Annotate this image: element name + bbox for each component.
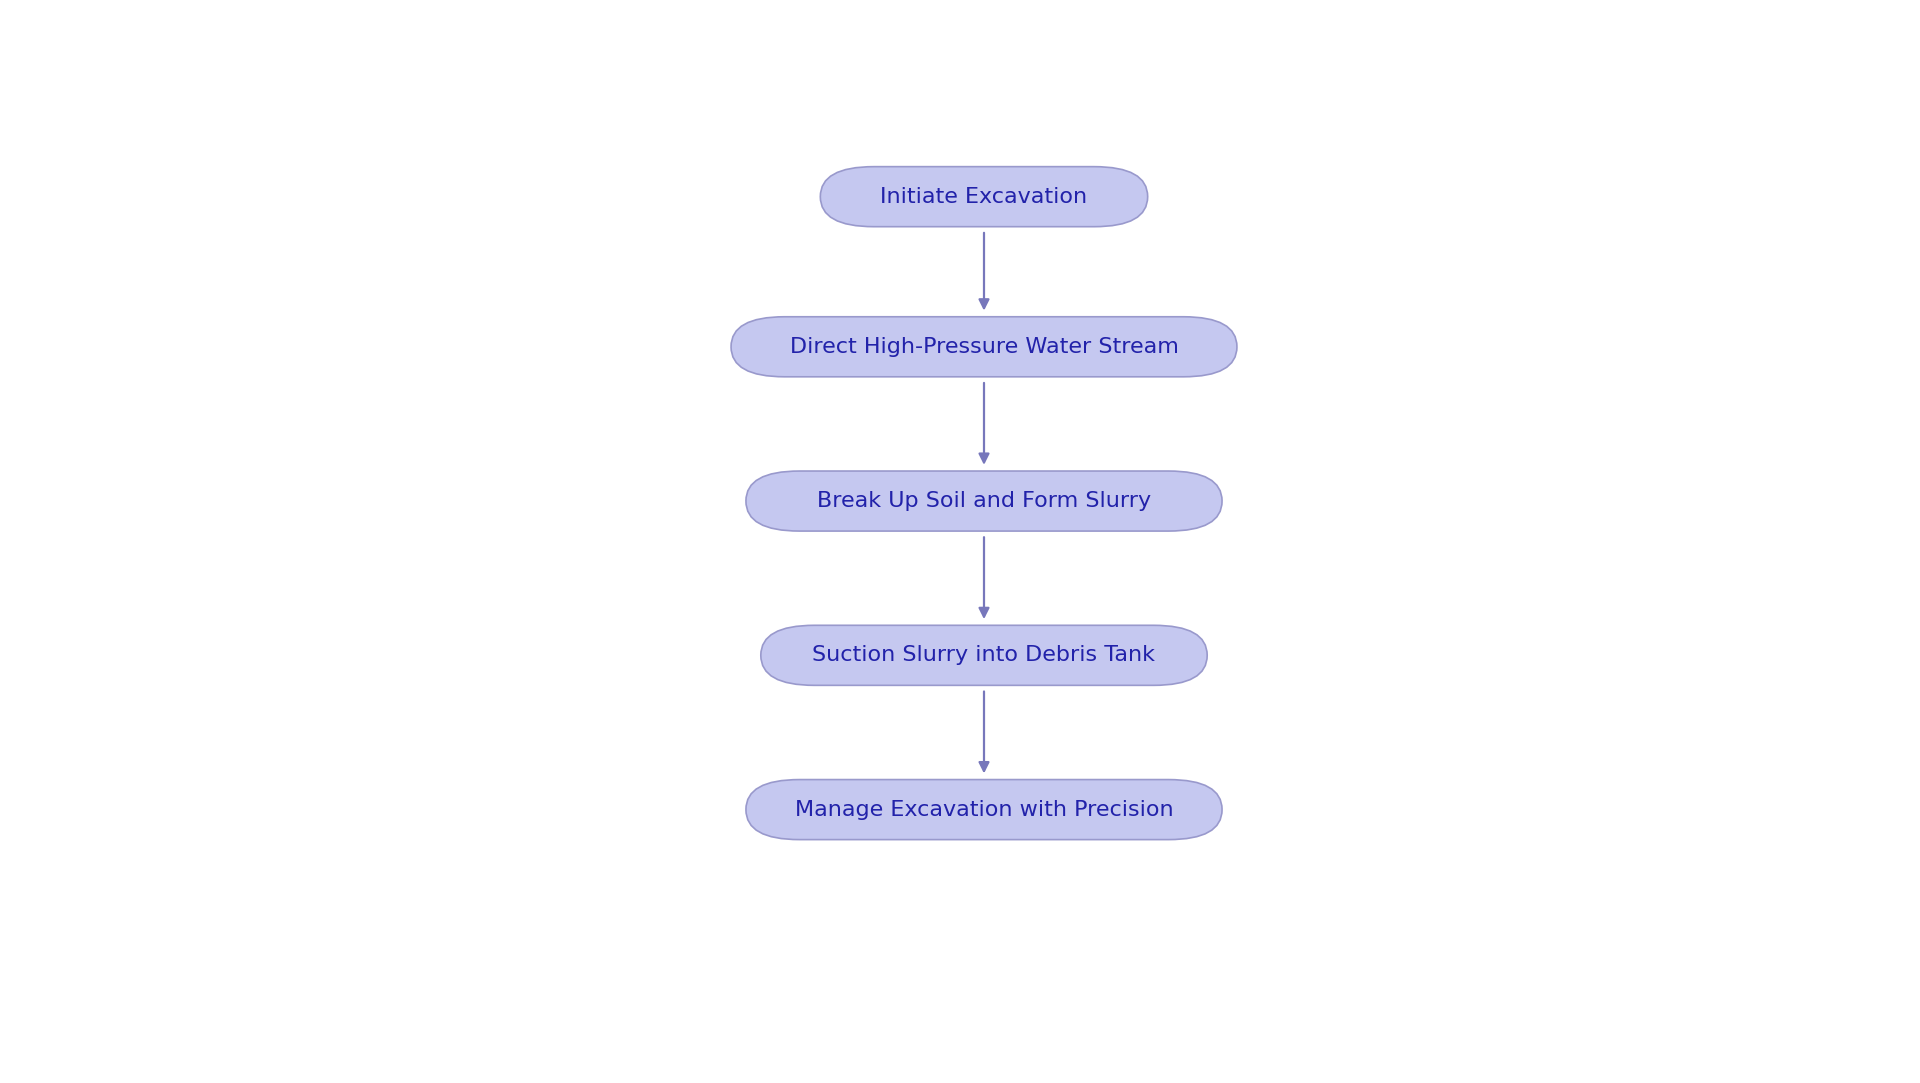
FancyBboxPatch shape xyxy=(745,471,1221,531)
FancyBboxPatch shape xyxy=(745,780,1221,839)
Text: Manage Excavation with Precision: Manage Excavation with Precision xyxy=(795,799,1173,820)
Text: Break Up Soil and Form Slurry: Break Up Soil and Form Slurry xyxy=(816,491,1152,511)
FancyBboxPatch shape xyxy=(760,625,1208,686)
Text: Direct High-Pressure Water Stream: Direct High-Pressure Water Stream xyxy=(789,337,1179,356)
FancyBboxPatch shape xyxy=(820,167,1148,226)
Text: Suction Slurry into Debris Tank: Suction Slurry into Debris Tank xyxy=(812,645,1156,665)
FancyBboxPatch shape xyxy=(732,316,1236,377)
Text: Initiate Excavation: Initiate Excavation xyxy=(881,186,1087,207)
